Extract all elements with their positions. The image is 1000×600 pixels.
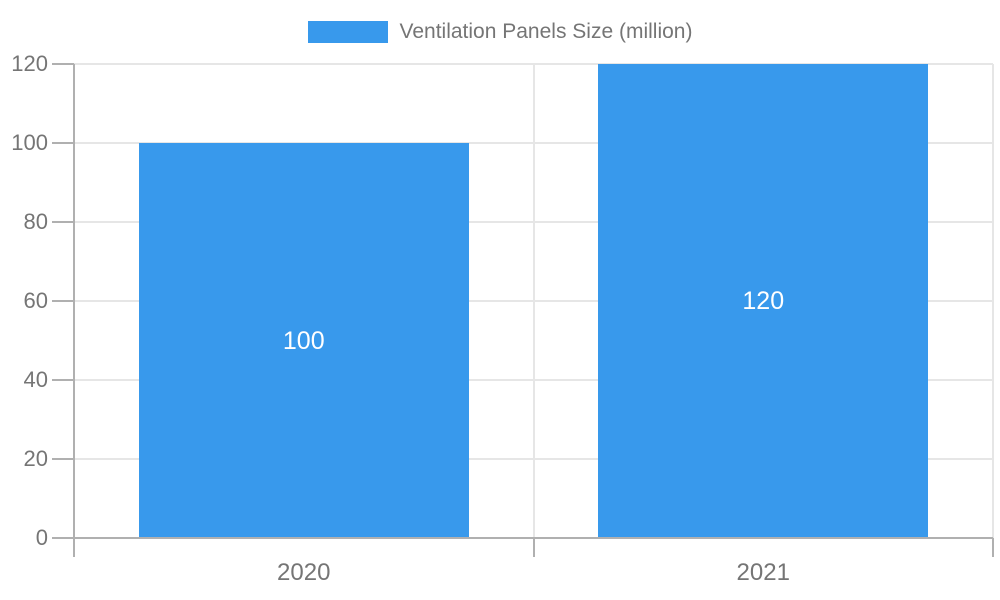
y-axis-tick <box>52 142 74 144</box>
y-axis-tick <box>52 458 74 460</box>
y-axis-tick <box>52 63 74 65</box>
y-axis-label: 0 <box>35 525 48 550</box>
bar[interactable]: 120 <box>598 64 929 538</box>
y-axis-label: 20 <box>23 446 48 471</box>
gridline-vertical <box>532 64 535 538</box>
y-axis-tick <box>52 379 74 381</box>
y-axis-tick <box>52 221 74 223</box>
y-axis-label: 120 <box>11 51 48 76</box>
bar-value-label: 100 <box>282 326 325 355</box>
y-axis-tick <box>52 537 74 539</box>
gridline-vertical <box>992 64 994 538</box>
legend[interactable]: Ventilation Panels Size (million) <box>0 20 1000 44</box>
legend-label: Ventilation Panels Size (million) <box>399 20 693 43</box>
x-axis-tick <box>532 538 535 557</box>
bar-value-label: 120 <box>742 287 785 315</box>
x-axis-label: 2020 <box>277 559 331 586</box>
y-axis-tick <box>52 300 74 302</box>
legend-swatch-icon <box>307 21 388 43</box>
bar[interactable]: 100 <box>138 143 469 538</box>
x-axis-label: 2021 <box>736 559 790 586</box>
x-axis-tick <box>992 538 994 557</box>
y-axis-label: 100 <box>11 130 48 155</box>
y-axis-label: 40 <box>23 367 48 392</box>
x-axis-tick <box>73 538 75 557</box>
y-axis-label: 60 <box>23 288 48 313</box>
y-axis-label: 80 <box>23 209 48 234</box>
y-axis-line <box>73 64 75 538</box>
